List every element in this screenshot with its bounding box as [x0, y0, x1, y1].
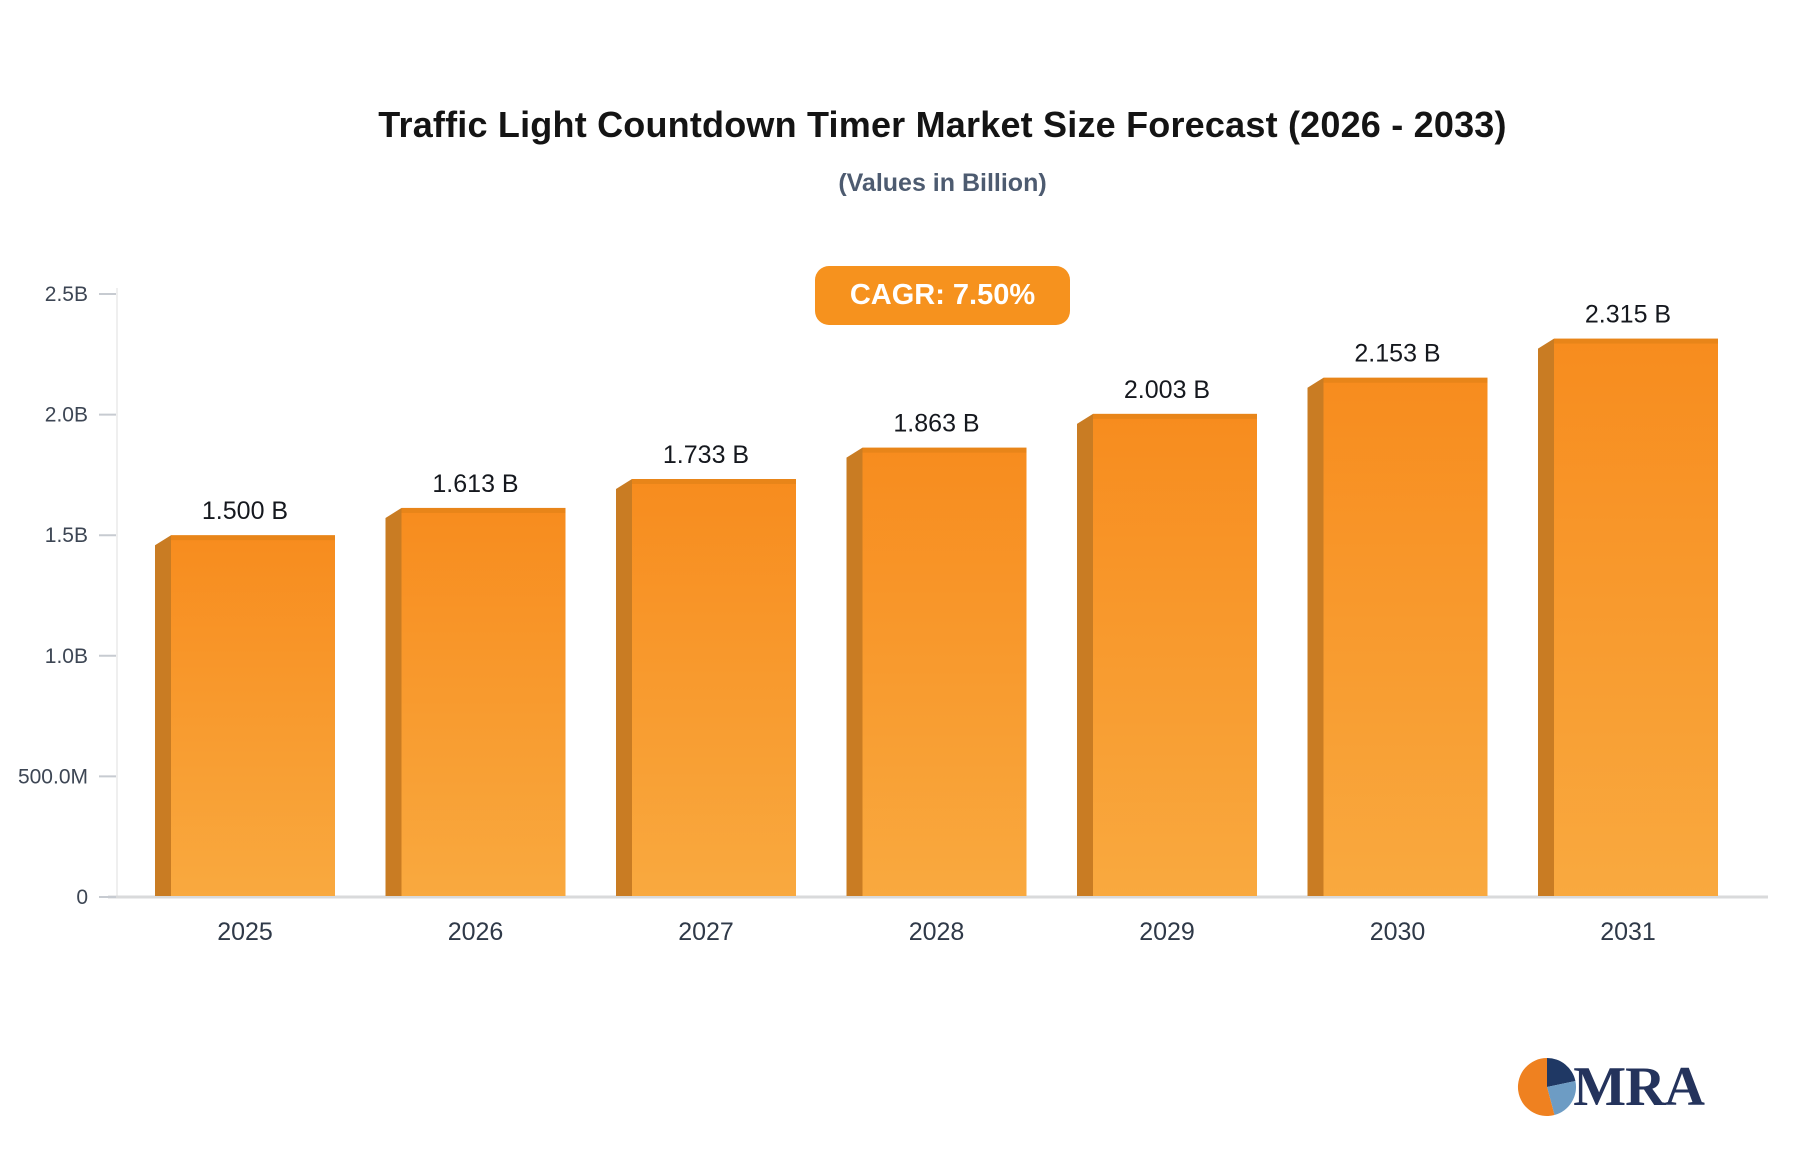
bar-side-face [616, 479, 632, 896]
bar-face [862, 447, 1027, 896]
bar-value-label: 2.003 B [1124, 376, 1210, 404]
bar-top-edge [1093, 413, 1257, 419]
bar-2029: 2.003 B 2029 [1077, 376, 1257, 946]
y-axis-tick-label: 500.0M [18, 765, 88, 788]
x-axis-label: 2031 [1600, 918, 1656, 946]
bar-face [632, 479, 796, 896]
x-axis-label: 2030 [1370, 918, 1426, 946]
y-axis-tick-label: 2.0B [45, 404, 88, 427]
x-axis-label: 2029 [1139, 918, 1195, 946]
bar-face [1554, 338, 1718, 896]
bar-2031: 2.315 B 2031 [1538, 301, 1718, 946]
bar-2030: 2.153 B 2030 [1307, 340, 1488, 946]
bar-side-face [155, 535, 171, 896]
bar-side-face [1538, 338, 1554, 896]
bar-side-face [846, 447, 863, 896]
x-axis-label: 2025 [217, 918, 273, 946]
cagr-badge-zone: CAGR: 7.50% [117, 266, 1768, 325]
bar-2026: 1.613 B 2026 [385, 470, 566, 946]
y-axis-tick-label: 2.5B [45, 283, 88, 306]
bar-top-edge [862, 447, 1027, 453]
y-axis-tick-label: 1.0B [45, 645, 88, 668]
bar-value-label: 1.500 B [202, 497, 288, 525]
bar-side-face [1077, 413, 1093, 896]
bar-value-label: 2.153 B [1354, 340, 1440, 368]
bar-side-face [385, 507, 402, 896]
bar-value-label: 1.613 B [432, 470, 518, 498]
y-axis-tick-label: 1.5B [45, 524, 88, 547]
bar-value-label: 1.863 B [893, 410, 979, 438]
chart-subtitle: (Values in Billion) [838, 169, 1047, 197]
cagr-badge: CAGR: 7.50% [814, 266, 1071, 325]
x-axis-label: 2028 [909, 918, 965, 946]
bar-top-edge [401, 507, 566, 513]
bar-face [171, 535, 335, 896]
mra-logo-pie-icon [1518, 1058, 1577, 1116]
bar-2027: 1.733 B 2027 [616, 441, 796, 946]
mra-logo: MRA [1516, 1056, 1705, 1118]
bar-value-label: 2.315 B [1585, 301, 1671, 329]
bar-face [1093, 413, 1257, 896]
mra-logo-text: MRA [1573, 1056, 1705, 1118]
bar-top-edge [171, 535, 335, 541]
bar-2028: 1.863 B 2028 [846, 410, 1027, 946]
bar-face [401, 507, 566, 896]
bar-2025: 1.500 B 2025 [155, 497, 335, 946]
bar-face [1323, 377, 1488, 896]
bar-side-face [1307, 377, 1324, 896]
x-axis-label: 2027 [678, 918, 734, 946]
bar-top-edge [632, 479, 796, 485]
bar-top-edge [1554, 338, 1718, 344]
x-axis-label: 2026 [448, 918, 504, 946]
bar-top-edge [1323, 377, 1488, 383]
y-axis-tick-label: 0 [76, 886, 88, 909]
chart-title: Traffic Light Countdown Timer Market Siz… [378, 104, 1507, 145]
bar-value-label: 1.733 B [663, 441, 749, 469]
